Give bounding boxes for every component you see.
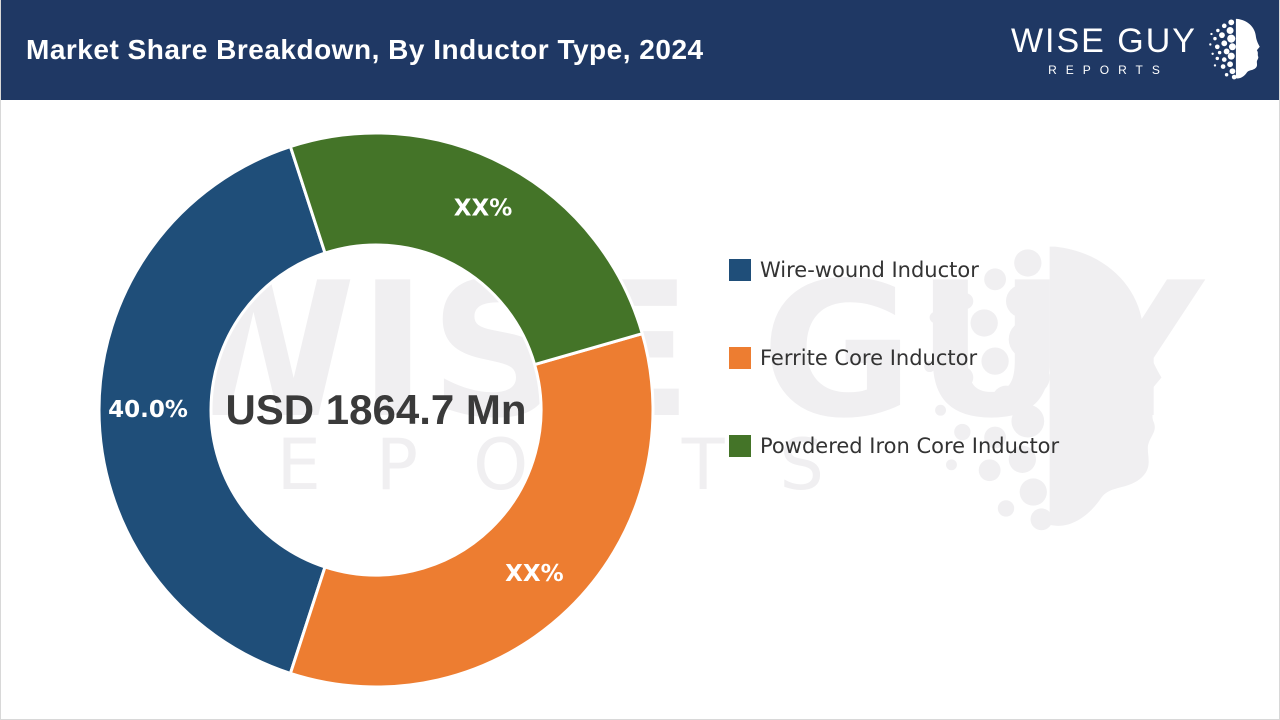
chart-area: WISE GUY REPORTS 40.0% XX% XX% USD 1864.7 … xyxy=(1,100,1279,719)
header: Market Share Breakdown, By Inductor Type… xyxy=(1,0,1279,100)
brand-logo: WISE GUY REPORTS xyxy=(1011,10,1265,90)
brand-subtitle: REPORTS xyxy=(1048,63,1169,77)
legend-item-powdered-iron-core: Powdered Iron Core Inductor xyxy=(729,434,1059,458)
donut-segment-label: XX% xyxy=(454,196,513,222)
legend-swatch-powdered-iron-core xyxy=(729,435,751,457)
donut-segment-powdered-iron-core-inductor xyxy=(288,131,644,367)
legend-swatch-wire-wound xyxy=(729,259,751,281)
brand-face-icon xyxy=(1209,18,1260,80)
watermark-reports: REPORTS xyxy=(173,424,879,506)
page-title: Market Share Breakdown, By Inductor Type… xyxy=(26,34,704,65)
legend-label: Wire-wound Inductor xyxy=(760,258,979,282)
legend-item-wire-wound: Wire-wound Inductor xyxy=(729,258,1059,282)
donut-segment-ferrite-core-inductor xyxy=(288,332,655,689)
legend-label: Powdered Iron Core Inductor xyxy=(760,434,1060,458)
legend-item-ferrite-core: Ferrite Core Inductor xyxy=(729,346,1059,370)
donut-segment-wire-wound-inductor xyxy=(97,145,327,675)
donut-svg: 40.0% XX% XX% xyxy=(97,131,655,689)
brand-name: WISE GUY xyxy=(1010,22,1197,60)
legend: Wire-wound Inductor Ferrite Core Inducto… xyxy=(729,258,1059,458)
donut-segment-label: 40.0% xyxy=(108,397,188,423)
legend-label: Ferrite Core Inductor xyxy=(760,346,978,370)
legend-swatch-ferrite-core xyxy=(729,347,751,369)
brand-wordmark: WISE GUY REPORTS xyxy=(1011,24,1197,76)
donut-segment-label: XX% xyxy=(505,561,564,587)
donut-chart: 40.0% XX% XX% USD 1864.7 Mn xyxy=(96,130,656,690)
